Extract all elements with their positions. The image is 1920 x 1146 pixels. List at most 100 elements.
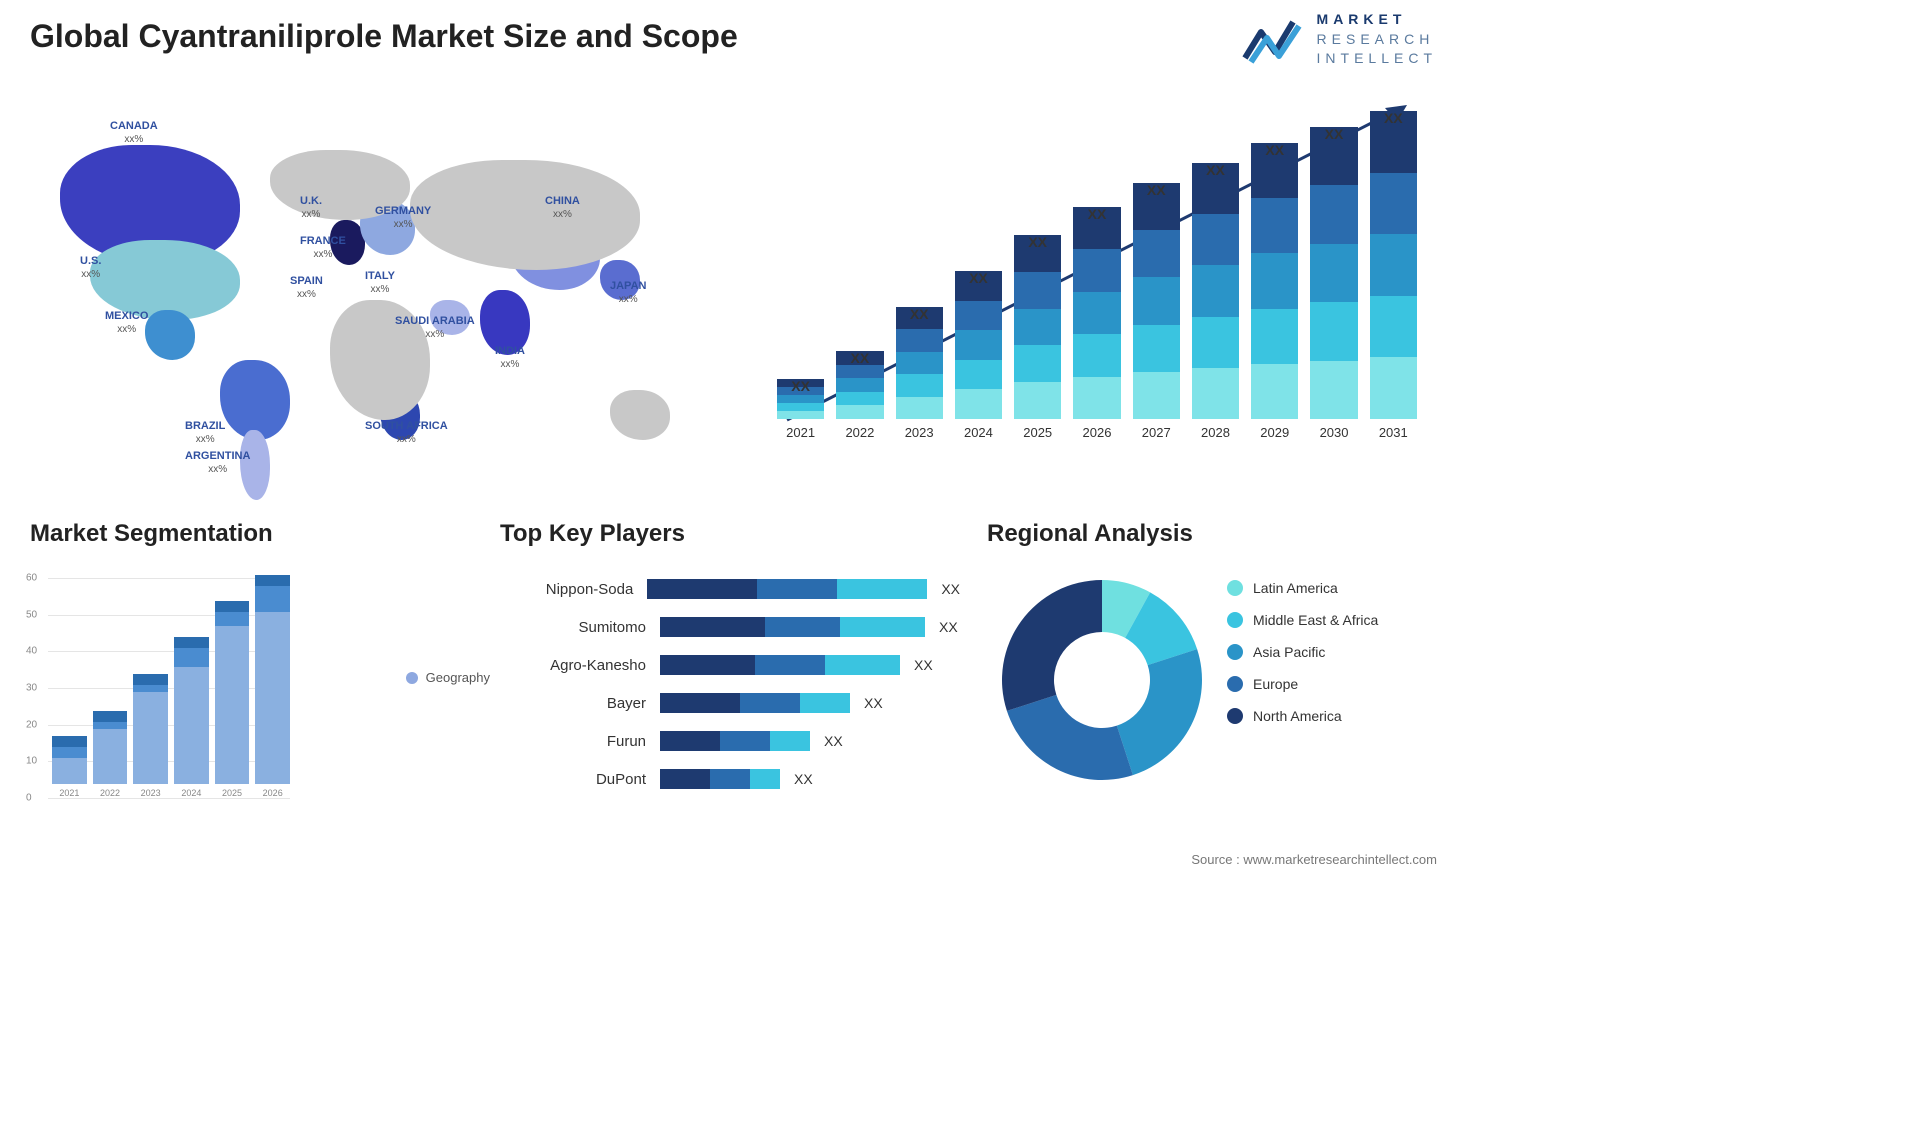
- map-country-label: U.K.xx%: [300, 195, 322, 221]
- regional-legend-label: Europe: [1253, 676, 1298, 692]
- regional-legend-label: Asia Pacific: [1253, 644, 1325, 660]
- seg-bar-segment: [255, 586, 290, 612]
- growth-bar: 2031: [1370, 111, 1417, 440]
- logo-line2: RESEARCH: [1317, 30, 1437, 50]
- player-bar-segment: [660, 655, 755, 675]
- growth-bar-year: 2022: [845, 425, 874, 440]
- growth-bar-value: XX: [1028, 234, 1047, 250]
- regional-legend-item: Latin America: [1227, 580, 1427, 596]
- seg-bar-year: 2021: [59, 788, 79, 798]
- players-list: Nippon-SodaXXSumitomoXXAgro-KaneshoXXBay…: [500, 570, 960, 798]
- growth-bar-year: 2027: [1142, 425, 1171, 440]
- growth-bar-segment: [1251, 309, 1298, 364]
- growth-bar-year: 2031: [1379, 425, 1408, 440]
- seg-bar: 2022: [93, 711, 128, 798]
- player-value: XX: [941, 581, 960, 597]
- regional-legend: Latin AmericaMiddle East & AfricaAsia Pa…: [1227, 580, 1427, 740]
- seg-ytick: 10: [26, 756, 37, 767]
- growth-bar-segment: [836, 378, 883, 392]
- growth-bar-segment: [777, 403, 824, 411]
- seg-bar-segment: [133, 692, 168, 784]
- player-name: Furun: [500, 733, 660, 750]
- seg-bars: 2021 2022 2023 2024 2025 2026: [52, 578, 290, 798]
- player-bar-segment: [660, 731, 720, 751]
- growth-bar-year: 2028: [1201, 425, 1230, 440]
- player-bar-segment: [720, 731, 770, 751]
- seg-bar-segment: [52, 747, 87, 758]
- page-title: Global Cyantraniliprole Market Size and …: [30, 18, 738, 55]
- segmentation-legend-label: Geography: [426, 670, 490, 685]
- seg-bar-segment: [174, 648, 209, 666]
- growth-bar-year: 2026: [1083, 425, 1112, 440]
- growth-bar-segment: [1014, 345, 1061, 382]
- logo-line3: INTELLECT: [1317, 49, 1437, 69]
- growth-bar-segment: [836, 392, 883, 406]
- segmentation-title: Market Segmentation: [30, 520, 450, 548]
- growth-bar-year: 2023: [905, 425, 934, 440]
- player-row: Nippon-SodaXX: [500, 570, 960, 608]
- regional-legend-item: North America: [1227, 708, 1427, 724]
- growth-bar-segment: [1310, 244, 1357, 302]
- seg-bar-segment: [215, 626, 250, 784]
- growth-bar-segment: [1073, 334, 1120, 376]
- growth-bar-segment: [1310, 185, 1357, 243]
- regional-legend-item: Asia Pacific: [1227, 644, 1427, 660]
- segmentation-legend: Geography: [406, 670, 490, 685]
- player-bar-segment: [740, 693, 800, 713]
- growth-bar: 2029: [1251, 143, 1298, 440]
- player-bar-segment: [660, 769, 710, 789]
- player-bar: [660, 769, 780, 789]
- segmentation-panel: Market Segmentation 01020304050602021202…: [30, 520, 450, 830]
- growth-bar-segment: [1310, 361, 1357, 419]
- growth-bar-value: XX: [791, 378, 810, 394]
- seg-bar: 2025: [215, 601, 250, 798]
- player-name: Agro-Kanesho: [500, 657, 660, 674]
- player-name: DuPont: [500, 771, 660, 788]
- map-region: [90, 240, 240, 320]
- player-bar: [660, 693, 850, 713]
- map-country-label: INDIAxx%: [495, 345, 525, 371]
- growth-bar-segment: [836, 365, 883, 379]
- player-name: Bayer: [500, 695, 660, 712]
- player-bar: [660, 617, 925, 637]
- growth-bar-segment: [1192, 214, 1239, 265]
- seg-bar: 2021: [52, 736, 87, 798]
- growth-bar-segment: [955, 389, 1002, 419]
- growth-bar-chart: 2021202220232024202520262027202820292030…: [767, 90, 1427, 470]
- player-bar-segment: [755, 655, 825, 675]
- map-region: [410, 160, 640, 270]
- growth-bar-segment: [1014, 382, 1061, 419]
- growth-bar-segment: [955, 360, 1002, 390]
- seg-bar: 2024: [174, 637, 209, 798]
- growth-bar-value: XX: [1088, 206, 1107, 222]
- growth-bar-segment: [1192, 317, 1239, 368]
- seg-bar: 2023: [133, 674, 168, 798]
- map-country-label: MEXICOxx%: [105, 310, 148, 336]
- player-row: DuPontXX: [500, 760, 960, 798]
- player-value: XX: [939, 619, 958, 635]
- growth-bar-segment: [896, 397, 943, 419]
- legend-dot-icon: [1227, 644, 1243, 660]
- player-bar-segment: [660, 617, 765, 637]
- legend-dot-icon: [1227, 708, 1243, 724]
- players-title: Top Key Players: [500, 520, 960, 548]
- seg-bar: 2026: [255, 575, 290, 798]
- map-region: [145, 310, 195, 360]
- player-bar-segment: [710, 769, 750, 789]
- growth-bar-value: XX: [910, 306, 929, 322]
- growth-bar-segment: [1370, 296, 1417, 358]
- seg-bar-year: 2025: [222, 788, 242, 798]
- seg-bar-year: 2022: [100, 788, 120, 798]
- world-map: CANADAxx%U.S.xx%MEXICOxx%BRAZILxx%ARGENT…: [30, 90, 690, 490]
- seg-bar-segment: [52, 736, 87, 747]
- growth-bar-segment: [1073, 292, 1120, 334]
- growth-bar-segment: [1370, 173, 1417, 235]
- growth-bar-segment: [1014, 272, 1061, 309]
- player-bar: [660, 731, 810, 751]
- growth-bar-year: 2025: [1023, 425, 1052, 440]
- map-region: [610, 390, 670, 440]
- growth-bar-segment: [1133, 230, 1180, 277]
- seg-bar-segment: [93, 729, 128, 784]
- growth-bar-segment: [1370, 234, 1417, 296]
- seg-bar-year: 2024: [181, 788, 201, 798]
